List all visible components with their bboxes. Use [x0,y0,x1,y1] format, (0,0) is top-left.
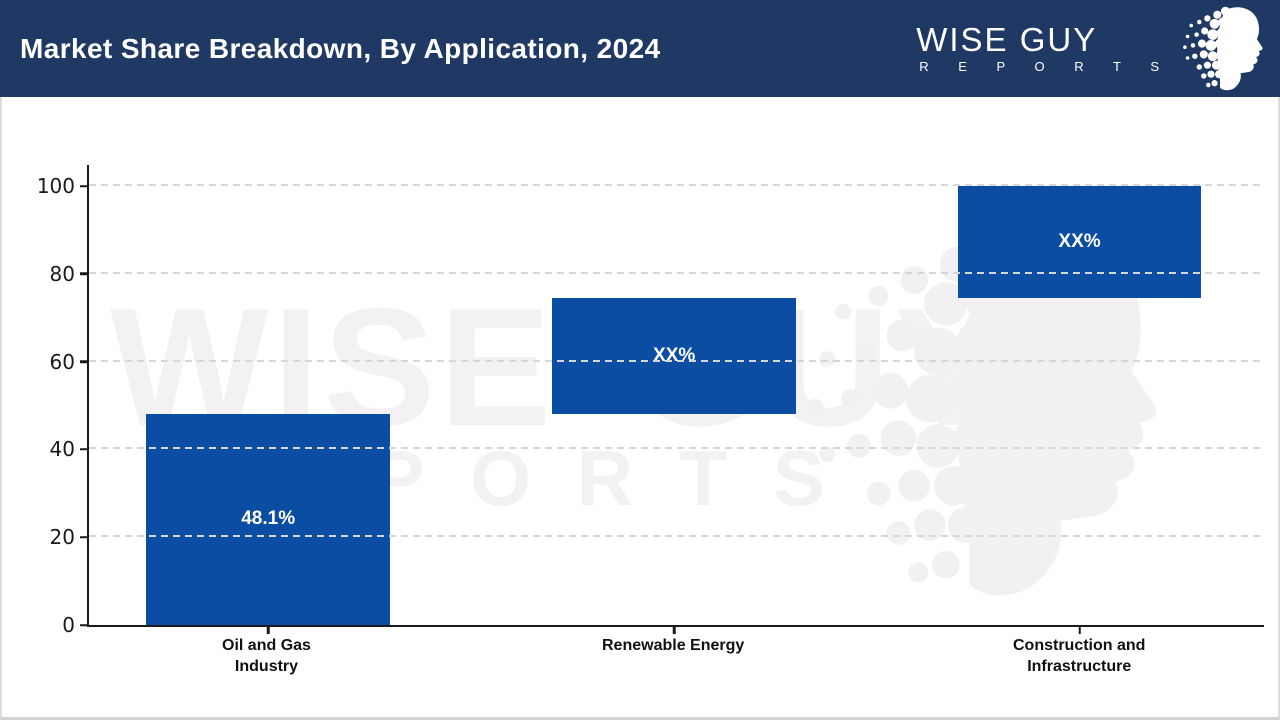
logo-name: WISE GUY [916,21,1098,58]
y-tick-label-80: 80 [49,261,75,286]
y-tick-mark-20 [80,535,89,539]
y-tick-mark-40 [80,448,89,451]
y-tick-mark-80 [80,272,89,276]
header: Market Share Breakdown, By Application, … [0,0,1280,97]
y-tick-mark-0 [80,623,89,627]
category-label-line: Construction and [1012,637,1146,654]
dotted-face-profile-icon [1174,4,1266,94]
y-tick-label-60: 60 [49,349,75,374]
logo-subname: R E P O R T S [919,59,1172,74]
bar-value-label: XX% [653,344,696,366]
y-tick-mark-60 [80,360,89,363]
bar-renewable-energy: XX% [552,298,796,414]
y-tick-label-40: 40 [49,437,75,462]
gridline-60 [89,359,1264,362]
gridline-40 [89,447,1264,450]
category-label-line: Infrastructure [1027,658,1132,675]
bar-construction-and-infrastructure: XX% [957,186,1202,298]
y-tick-mark-100 [80,184,89,188]
wiseguy-logo: WISE GUY R E P O R T S [916,4,1266,94]
category-label-line: Oil and Gas [222,637,311,654]
bar-value-label: 48.1% [241,508,296,530]
gridline-100 [89,184,1264,187]
category-label-renewable-energy: Renewable Energy [513,635,833,656]
chart-card: WISE GUY REPORTS 0 20 40 60 80 100 48.1% XX% XX%… [0,97,1280,720]
page-title: Market Share Breakdown, By Application, … [20,32,661,64]
category-label-construction-and-infrastructure: Construction and Infrastructure [919,635,1239,677]
bar-oil-and-gas-industry: 48.1% [146,413,390,625]
category-label-line: Renewable Energy [602,637,745,654]
y-tick-label-20: 20 [49,525,75,550]
plot-area: 0 20 40 60 80 100 48.1% XX% XX% [37,165,1264,637]
logo-text: WISE GUY R E P O R T S [916,23,1172,74]
x-tick-mark-oil-and-gas-industry [266,625,270,634]
category-label-oil-and-gas-industry: Oil and Gas Industry [106,635,426,677]
bar-value-label: XX% [1058,231,1101,253]
gridline-20 [89,535,1264,538]
gridline-80 [89,271,1264,274]
y-tick-label-100: 100 [36,174,75,199]
x-tick-mark-renewable-energy [672,625,676,634]
category-label-line: Industry [234,658,299,675]
y-tick-label-0: 0 [62,613,75,637]
x-tick-mark-construction-and-infrastructure [1078,625,1081,634]
